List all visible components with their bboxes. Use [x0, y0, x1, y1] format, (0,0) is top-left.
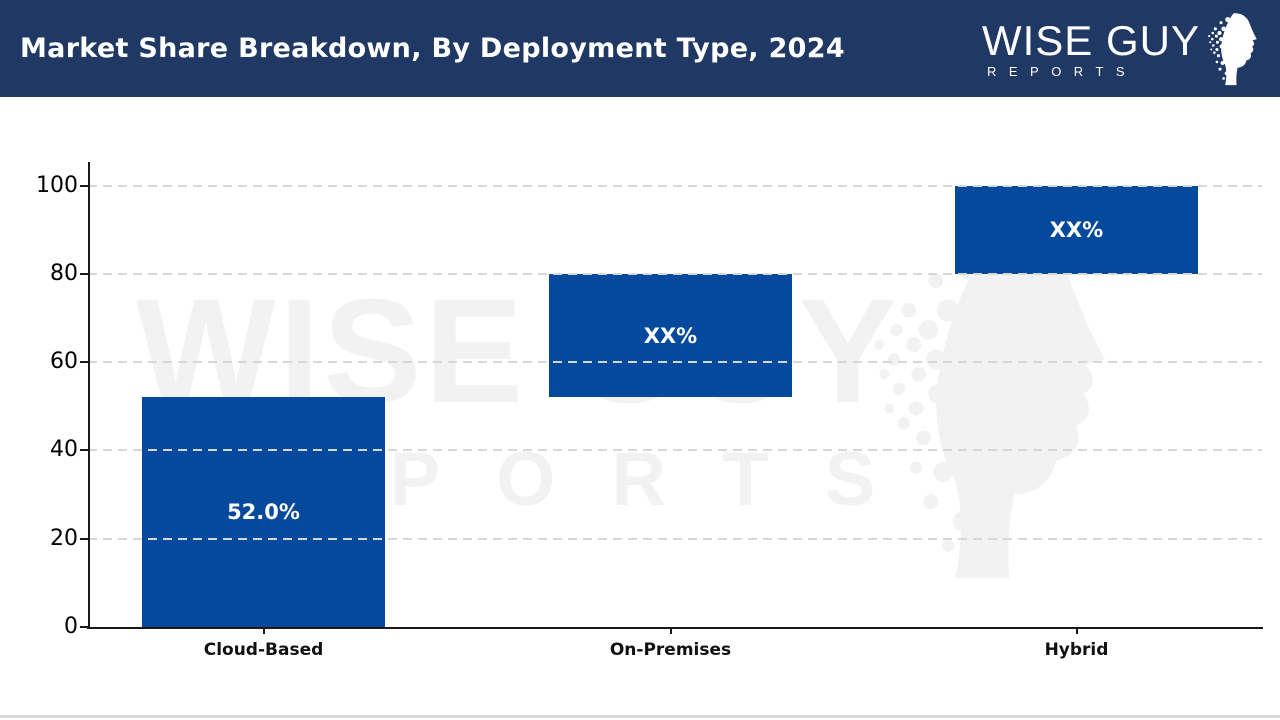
- x-category-label-cloud-based: Cloud-Based: [203, 640, 324, 660]
- gridline-40: [88, 449, 1262, 452]
- bar-cloud-based: 52.0%: [141, 397, 386, 627]
- y-tick-mark-20: [80, 537, 88, 540]
- y-tick-mark-80: [80, 272, 88, 275]
- bar-value-label-cloud-based: 52.0%: [227, 500, 300, 525]
- y-tick-mark-100: [80, 184, 88, 187]
- bar-value-label-on-premises: XX%: [643, 323, 698, 348]
- brand-tagline: REPORTS: [986, 63, 1138, 79]
- y-axis-line: [88, 162, 90, 629]
- y-tick-label-40: 40: [50, 437, 78, 463]
- bar-value-label-hybrid: XX%: [1049, 217, 1104, 242]
- x-tick-mark-on-premises: [669, 627, 672, 634]
- header-band: Market Share Breakdown, By Deployment Ty…: [0, 0, 1280, 97]
- x-tick-mark-hybrid: [1075, 627, 1078, 634]
- y-tick-mark-40: [80, 449, 88, 452]
- y-tick-label-0: 0: [64, 614, 78, 639]
- page-title: Market Share Breakdown, By Deployment Ty…: [20, 33, 845, 64]
- x-category-label-hybrid: Hybrid: [1044, 640, 1109, 660]
- brand-name: WISE GUY: [981, 16, 1200, 64]
- gridline-80: [88, 272, 1262, 275]
- brand-logo: WISE GUY REPORTS: [982, 10, 1266, 88]
- brand-face-icon: [1208, 12, 1257, 85]
- y-tick-label-100: 100: [36, 172, 78, 198]
- x-category-label-on-premises: On-Premises: [609, 640, 732, 660]
- y-tick-label-60: 60: [50, 349, 78, 375]
- y-tick-label-80: 80: [50, 260, 78, 286]
- x-tick-mark-cloud-based: [262, 627, 265, 634]
- bottom-border: [0, 715, 1280, 718]
- bar-on-premises: XX%: [548, 273, 793, 398]
- y-tick-mark-60: [80, 361, 88, 364]
- bar-hybrid: XX%: [954, 185, 1199, 274]
- x-axis-line: [87, 627, 1263, 629]
- gridline-20: [88, 537, 1262, 540]
- y-tick-label-20: 20: [50, 525, 78, 551]
- gridline-60: [88, 361, 1262, 364]
- gridline-100: [88, 184, 1262, 187]
- y-tick-mark-0: [80, 626, 88, 628]
- brand-logo-text: WISE GUY REPORTS: [981, 16, 1200, 79]
